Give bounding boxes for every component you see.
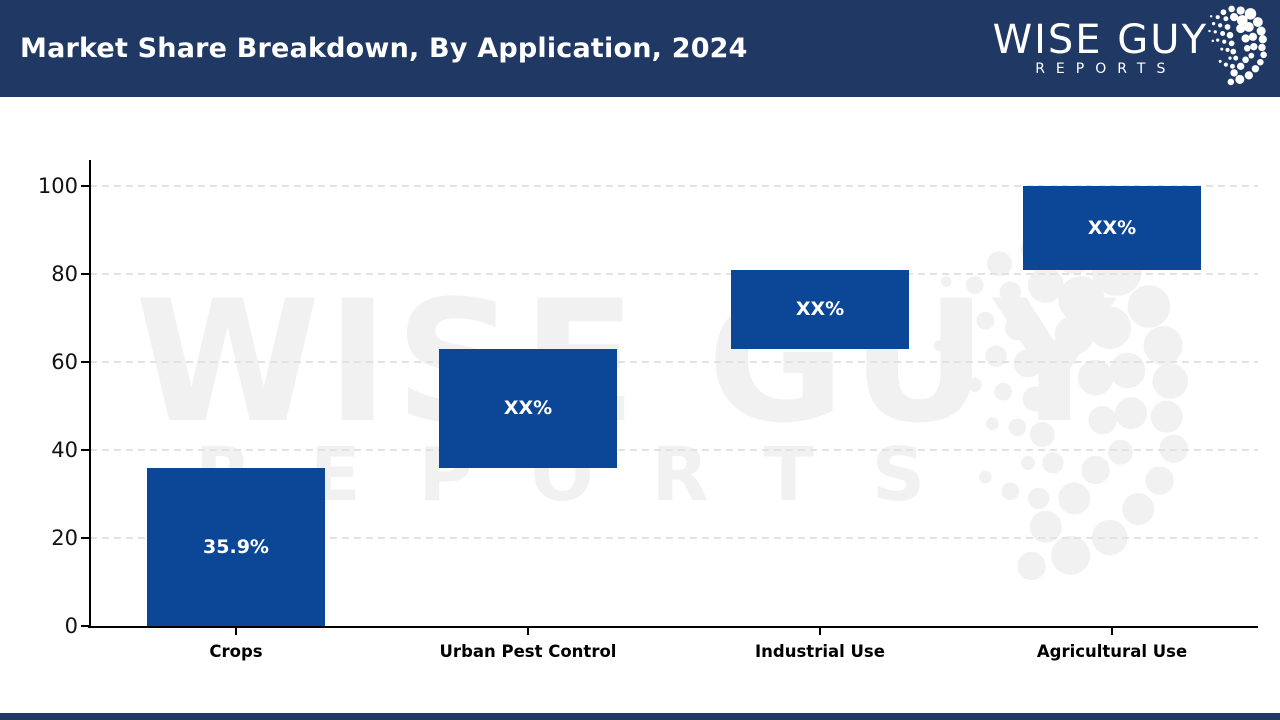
x-axis-line xyxy=(88,626,1258,628)
x-axis-tick xyxy=(819,628,821,635)
bar-value-label-agricultural-use: XX% xyxy=(1087,216,1137,239)
gridline xyxy=(90,361,1258,363)
x-axis-tick xyxy=(235,628,237,635)
category-label-agricultural-use: Agricultural Use xyxy=(1036,642,1188,661)
y-axis-tick-label: 0 xyxy=(64,614,78,638)
x-axis-tick xyxy=(527,628,529,635)
bar-value-label-crops: 35.9% xyxy=(203,536,269,558)
y-axis-tick xyxy=(81,185,89,187)
y-axis-tick-label: 100 xyxy=(37,174,78,198)
bar-industrial-use: XX% xyxy=(731,269,909,349)
gridline xyxy=(90,273,1258,275)
y-axis-tick-label: 40 xyxy=(51,438,78,462)
category-label-industrial-use: Industrial Use xyxy=(755,642,885,661)
brand-logo: WISE GUY REPORTS xyxy=(993,5,1268,86)
y-axis-tick xyxy=(81,449,89,451)
y-axis-tick-label: 80 xyxy=(51,262,78,286)
y-axis-line xyxy=(89,160,91,628)
bar-value-label-industrial-use: XX% xyxy=(795,298,845,321)
bar-value-label-urban-pest-control: XX% xyxy=(503,397,553,420)
plot-area: 0 20 40 60 80 100 35.9% Crops XX% Urban Pest Cont… xyxy=(0,97,1280,713)
bar-crops: 35.9% xyxy=(147,468,325,626)
bar-urban-pest-control: XX% xyxy=(439,348,617,469)
brand-logo-text: WISE GUY REPORTS xyxy=(993,18,1208,77)
gridline xyxy=(90,537,1258,539)
x-axis-tick xyxy=(1111,628,1113,635)
brand-subtitle: REPORTS xyxy=(1035,60,1177,77)
y-axis-tick xyxy=(81,273,89,275)
gridline xyxy=(90,185,1258,187)
header-bar: Market Share Breakdown, By Application, … xyxy=(0,0,1280,97)
chart-title: Market Share Breakdown, By Application, … xyxy=(20,33,748,64)
y-axis-tick xyxy=(81,625,89,627)
y-axis-tick xyxy=(81,361,89,363)
y-axis-tick-label: 60 xyxy=(51,350,78,374)
category-label-crops: Crops xyxy=(209,642,263,661)
y-axis-tick xyxy=(81,537,89,539)
gridline xyxy=(90,449,1258,451)
y-axis-tick-label: 20 xyxy=(51,526,78,550)
brand-name: WISE GUY xyxy=(992,16,1208,63)
footer-strip xyxy=(0,713,1280,720)
category-label-urban-pest-control: Urban Pest Control xyxy=(439,642,617,661)
bar-agricultural-use: XX% xyxy=(1023,186,1201,270)
dotted-head-icon xyxy=(1208,5,1267,86)
